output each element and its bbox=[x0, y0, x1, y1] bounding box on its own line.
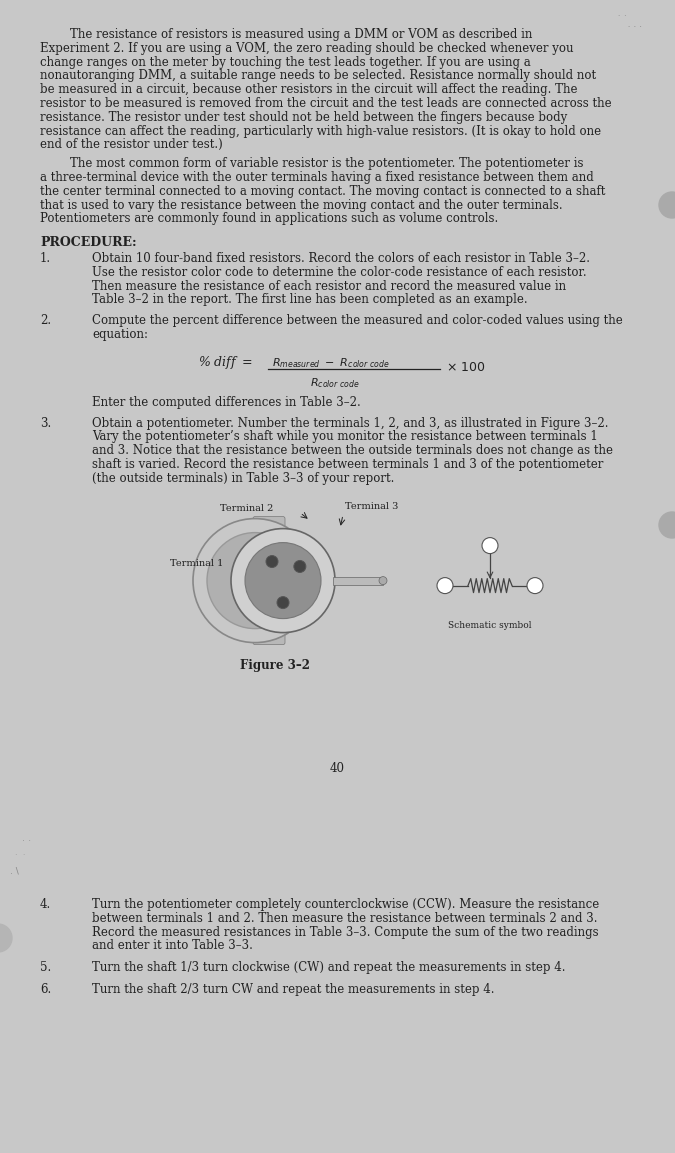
Circle shape bbox=[277, 596, 289, 609]
Text: Potentiometers are commonly found in applications such as volume controls.: Potentiometers are commonly found in app… bbox=[40, 212, 498, 225]
Text: The resistance of resistors is measured using a DMM or VOM as described in: The resistance of resistors is measured … bbox=[40, 28, 533, 42]
Text: . \: . \ bbox=[10, 866, 19, 875]
Bar bbox=[333, 576, 383, 585]
Text: . . .: . . . bbox=[628, 20, 643, 29]
Text: Enter the computed differences in Table 3–2.: Enter the computed differences in Table … bbox=[92, 395, 360, 409]
Text: resistance. The resistor under test should not be held between the fingers becau: resistance. The resistor under test shou… bbox=[40, 111, 567, 123]
Text: nonautoranging DMM, a suitable range needs to be selected. Resistance normally s: nonautoranging DMM, a suitable range nee… bbox=[40, 69, 596, 82]
Circle shape bbox=[207, 533, 303, 628]
Text: that is used to vary the resistance between the moving contact and the outer ter: that is used to vary the resistance betw… bbox=[40, 198, 563, 212]
Text: 2: 2 bbox=[487, 541, 493, 550]
Circle shape bbox=[245, 543, 321, 619]
Text: change ranges on the meter by touching the test leads together. If you are using: change ranges on the meter by touching t… bbox=[40, 55, 531, 68]
Text: 40: 40 bbox=[330, 762, 345, 775]
Text: . .: . . bbox=[618, 8, 627, 18]
Text: Compute the percent difference between the measured and color-coded values using: Compute the percent difference between t… bbox=[92, 315, 623, 327]
Text: a three-terminal device with the outer terminals having a fixed resistance betwe: a three-terminal device with the outer t… bbox=[40, 171, 594, 184]
Text: Turn the shaft 2/3 turn CW and repeat the measurements in step 4.: Turn the shaft 2/3 turn CW and repeat th… bbox=[92, 984, 495, 996]
Text: 4.: 4. bbox=[40, 898, 51, 911]
Text: 1: 1 bbox=[442, 581, 448, 590]
Text: Terminal 2: Terminal 2 bbox=[220, 504, 273, 513]
Text: resistance can affect the reading, particularly with high-value resistors. (It i: resistance can affect the reading, parti… bbox=[40, 125, 601, 137]
Circle shape bbox=[266, 556, 278, 567]
Text: and 3. Notice that the resistance between the outside terminals does not change : and 3. Notice that the resistance betwee… bbox=[92, 444, 613, 458]
Text: % diff $=$: % diff $=$ bbox=[198, 354, 252, 371]
Text: . .: . . bbox=[22, 832, 31, 843]
Circle shape bbox=[193, 519, 317, 642]
Text: 5.: 5. bbox=[40, 962, 51, 974]
Text: Use the resistor color code to determine the color-code resistance of each resis: Use the resistor color code to determine… bbox=[92, 266, 587, 279]
Text: and enter it into Table 3–3.: and enter it into Table 3–3. bbox=[92, 940, 253, 952]
Text: Terminal 1: Terminal 1 bbox=[170, 559, 223, 568]
Text: Obtain a potentiometer. Number the terminals 1, 2, and 3, as illustrated in Figu: Obtain a potentiometer. Number the termi… bbox=[92, 416, 608, 430]
Text: shaft is varied. Record the resistance between terminals 1 and 3 of the potentio: shaft is varied. Record the resistance b… bbox=[92, 458, 603, 470]
Text: Figure 3–2: Figure 3–2 bbox=[240, 658, 310, 671]
Text: PROCEDURE:: PROCEDURE: bbox=[40, 236, 136, 249]
Text: resistor to be measured is removed from the circuit and the test leads are conne: resistor to be measured is removed from … bbox=[40, 97, 612, 110]
Text: Schematic symbol: Schematic symbol bbox=[448, 620, 532, 630]
Text: between terminals 1 and 2. Then measure the resistance between terminals 2 and 3: between terminals 1 and 2. Then measure … bbox=[92, 912, 597, 925]
Text: Turn the potentiometer completely counterclockwise (CCW). Measure the resistance: Turn the potentiometer completely counte… bbox=[92, 898, 599, 911]
Text: Vary the potentiometer’s shaft while you monitor the resistance between terminal: Vary the potentiometer’s shaft while you… bbox=[92, 430, 598, 444]
Text: 3.: 3. bbox=[40, 416, 51, 430]
Text: Table 3–2 in the report. The first line has been completed as an example.: Table 3–2 in the report. The first line … bbox=[92, 293, 528, 307]
Text: 6.: 6. bbox=[40, 984, 51, 996]
Text: Turn the shaft 1/3 turn clockwise (CW) and repeat the measurements in step 4.: Turn the shaft 1/3 turn clockwise (CW) a… bbox=[92, 962, 566, 974]
Text: Terminal 3: Terminal 3 bbox=[345, 502, 398, 511]
Text: Record the measured resistances in Table 3–3. Compute the sum of the two reading: Record the measured resistances in Table… bbox=[92, 926, 599, 939]
Circle shape bbox=[231, 528, 335, 633]
Text: $\times\ 100$: $\times\ 100$ bbox=[446, 361, 485, 374]
Circle shape bbox=[659, 512, 675, 538]
Text: 3: 3 bbox=[532, 581, 538, 590]
Text: be measured in a circuit, because other resistors in the circuit will affect the: be measured in a circuit, because other … bbox=[40, 83, 578, 96]
Text: Then measure the resistance of each resistor and record the measured value in: Then measure the resistance of each resi… bbox=[92, 279, 566, 293]
Text: end of the resistor under test.): end of the resistor under test.) bbox=[40, 138, 223, 151]
Circle shape bbox=[437, 578, 453, 594]
Text: Experiment 2. If you are using a VOM, the zero reading should be checked wheneve: Experiment 2. If you are using a VOM, th… bbox=[40, 42, 574, 55]
Text: .  .: . . bbox=[15, 847, 26, 857]
Circle shape bbox=[482, 537, 498, 553]
Text: $R_{measured}\ -\ R_{color\ code}$: $R_{measured}\ -\ R_{color\ code}$ bbox=[272, 356, 390, 370]
Circle shape bbox=[527, 578, 543, 594]
Circle shape bbox=[0, 924, 12, 952]
Text: 1.: 1. bbox=[40, 253, 51, 265]
Text: $R_{color\ code}$: $R_{color\ code}$ bbox=[310, 376, 360, 390]
Text: The most common form of variable resistor is the potentiometer. The potentiomete: The most common form of variable resisto… bbox=[40, 157, 583, 171]
Circle shape bbox=[294, 560, 306, 572]
FancyBboxPatch shape bbox=[253, 517, 285, 645]
Text: equation:: equation: bbox=[92, 327, 148, 341]
Text: the center terminal connected to a moving contact. The moving contact is connect: the center terminal connected to a movin… bbox=[40, 184, 605, 198]
Text: Obtain 10 four-band fixed resistors. Record the colors of each resistor in Table: Obtain 10 four-band fixed resistors. Rec… bbox=[92, 253, 590, 265]
Text: 2.: 2. bbox=[40, 315, 51, 327]
Ellipse shape bbox=[379, 576, 387, 585]
Text: (the outside terminals) in Table 3–3 of your report.: (the outside terminals) in Table 3–3 of … bbox=[92, 472, 394, 484]
Circle shape bbox=[659, 193, 675, 218]
